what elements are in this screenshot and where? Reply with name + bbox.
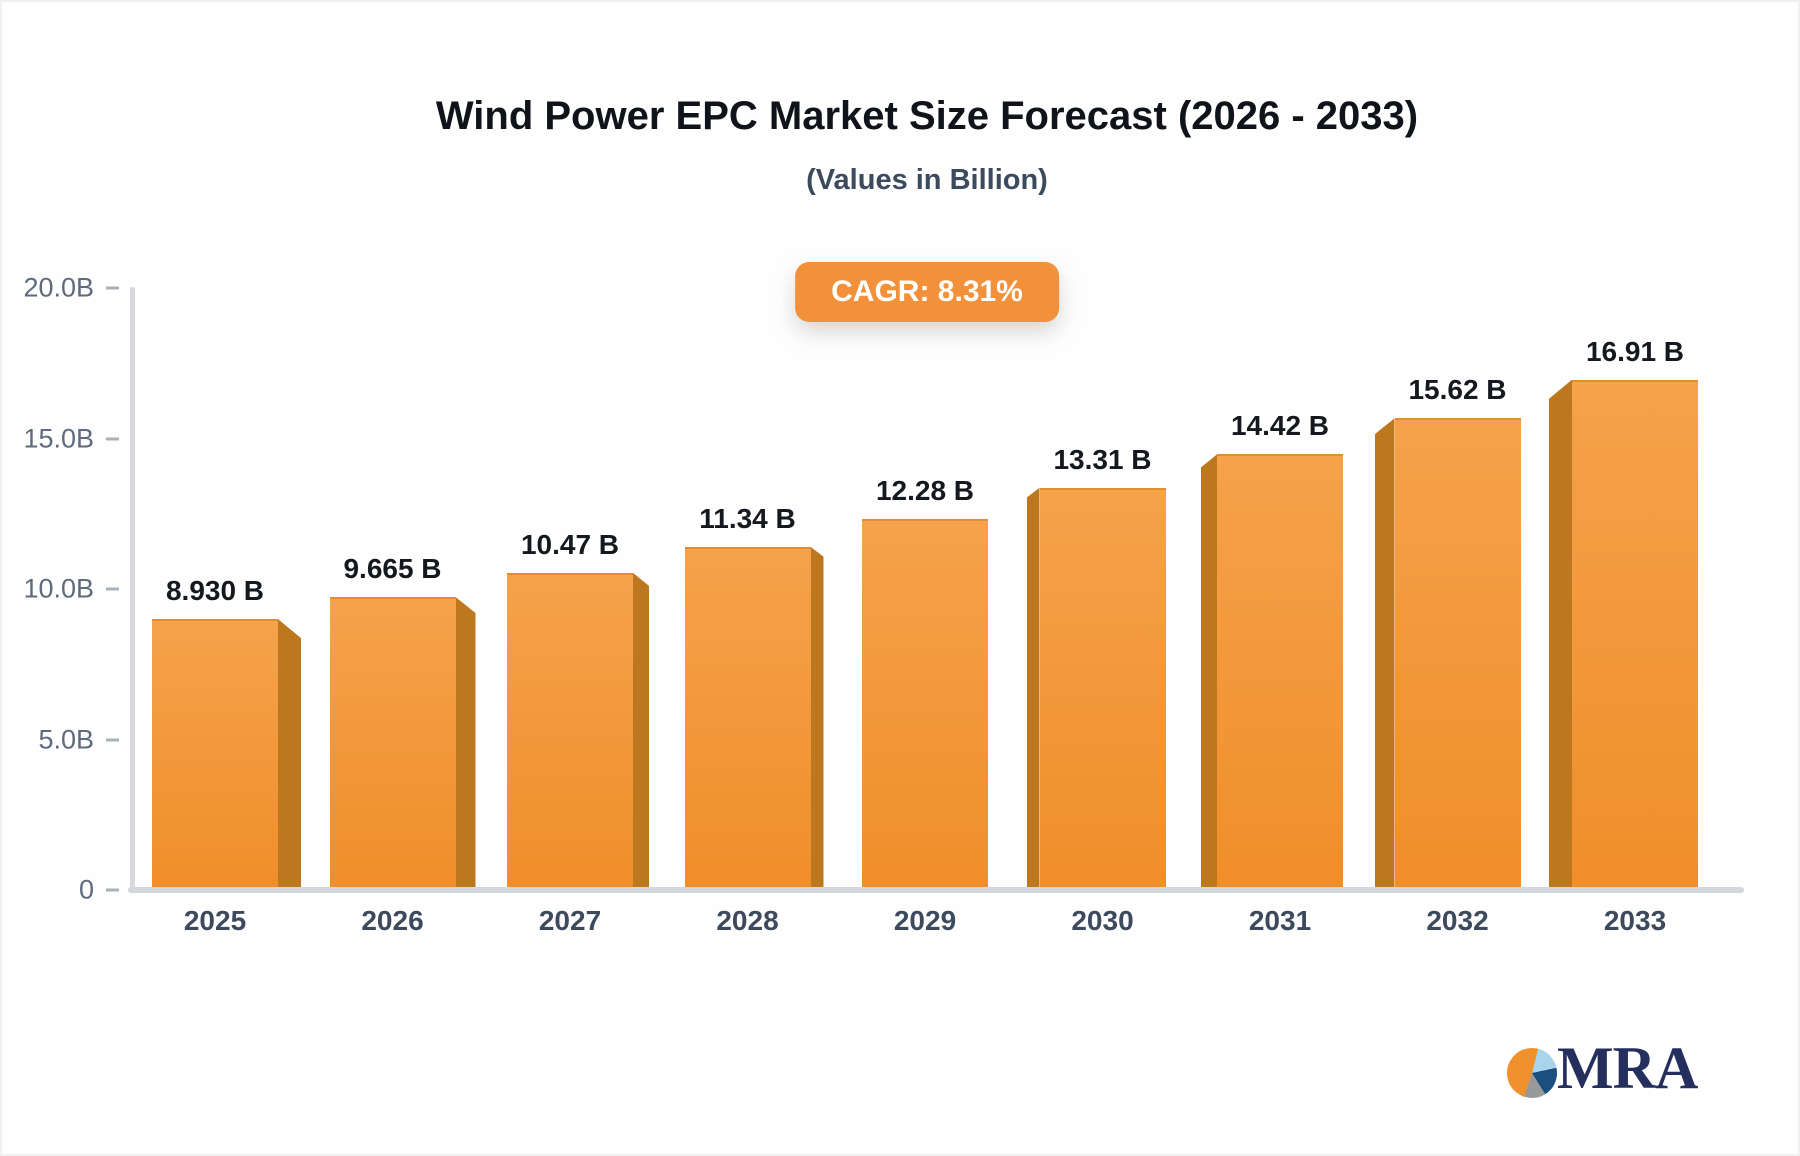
y-tick-label: 20.0B (23, 272, 94, 303)
bar-value-label: 12.28 B (875, 474, 975, 506)
bar (684, 546, 811, 887)
x-tick-label: 2032 (1426, 905, 1489, 936)
pie-chart-logo-icon (1507, 1048, 1557, 1098)
x-tick-label: 2030 (1071, 905, 1134, 936)
cagr-badge: CAGR: 8.31% (795, 262, 1059, 322)
brand-logo-text: MRA (1557, 1035, 1698, 1101)
bar-side-face (633, 572, 649, 887)
x-axis-baseline (128, 887, 1744, 893)
y-axis-line (130, 287, 135, 890)
y-tick-dash (106, 738, 119, 741)
bar (507, 572, 633, 887)
bar-side-face (810, 546, 824, 887)
bar-side-face (1201, 454, 1217, 887)
x-tick-label: 2026 (361, 905, 424, 936)
bar-value-label: 14.42 B (1230, 410, 1330, 442)
bar (862, 518, 988, 887)
bar-value-label: 13.31 B (1053, 443, 1152, 475)
x-tick-label: 2028 (716, 905, 779, 936)
y-tick-label: 10.0B (23, 573, 94, 604)
brand-logo: MRA (1507, 1035, 1698, 1101)
x-tick-label: 2029 (893, 905, 957, 936)
y-tick-dash (106, 587, 119, 591)
x-tick-label: 2033 (1603, 905, 1667, 936)
bar-side-face (1026, 487, 1040, 887)
x-tick-label: 2025 (183, 905, 247, 936)
bar-value-label: 16.91 B (1585, 335, 1685, 367)
bar-value-label: 15.62 B (1408, 374, 1507, 406)
bar (1039, 487, 1166, 887)
bar-value-label: 11.34 B (699, 502, 796, 534)
bar (329, 597, 456, 887)
bar (1572, 379, 1698, 887)
y-tick-label: 15.0B (23, 423, 94, 453)
bar (1217, 454, 1343, 887)
x-tick-label: 2027 (538, 905, 602, 936)
bar-value-label: 8.930 B (165, 575, 265, 607)
bar-side-face (1374, 418, 1395, 887)
y-tick-label: 5.0B (38, 724, 94, 754)
bar (152, 619, 278, 887)
bar-side-face (455, 597, 476, 887)
bar (1394, 418, 1521, 887)
bar-value-label: 10.47 B (520, 528, 620, 560)
chart-subtitle: (Values in Billion) (806, 164, 1048, 196)
y-tick-dash (106, 437, 119, 440)
bar-value-label: 9.665 B (343, 553, 442, 585)
chart-title: Wind Power EPC Market Size Forecast (202… (435, 94, 1419, 138)
y-tick-dash (106, 888, 119, 892)
bar-side-face (278, 619, 301, 887)
y-tick-dash (106, 286, 119, 290)
y-tick-label: 0 (78, 874, 94, 905)
bar-side-face (1549, 379, 1572, 887)
x-tick-label: 2031 (1248, 905, 1312, 936)
